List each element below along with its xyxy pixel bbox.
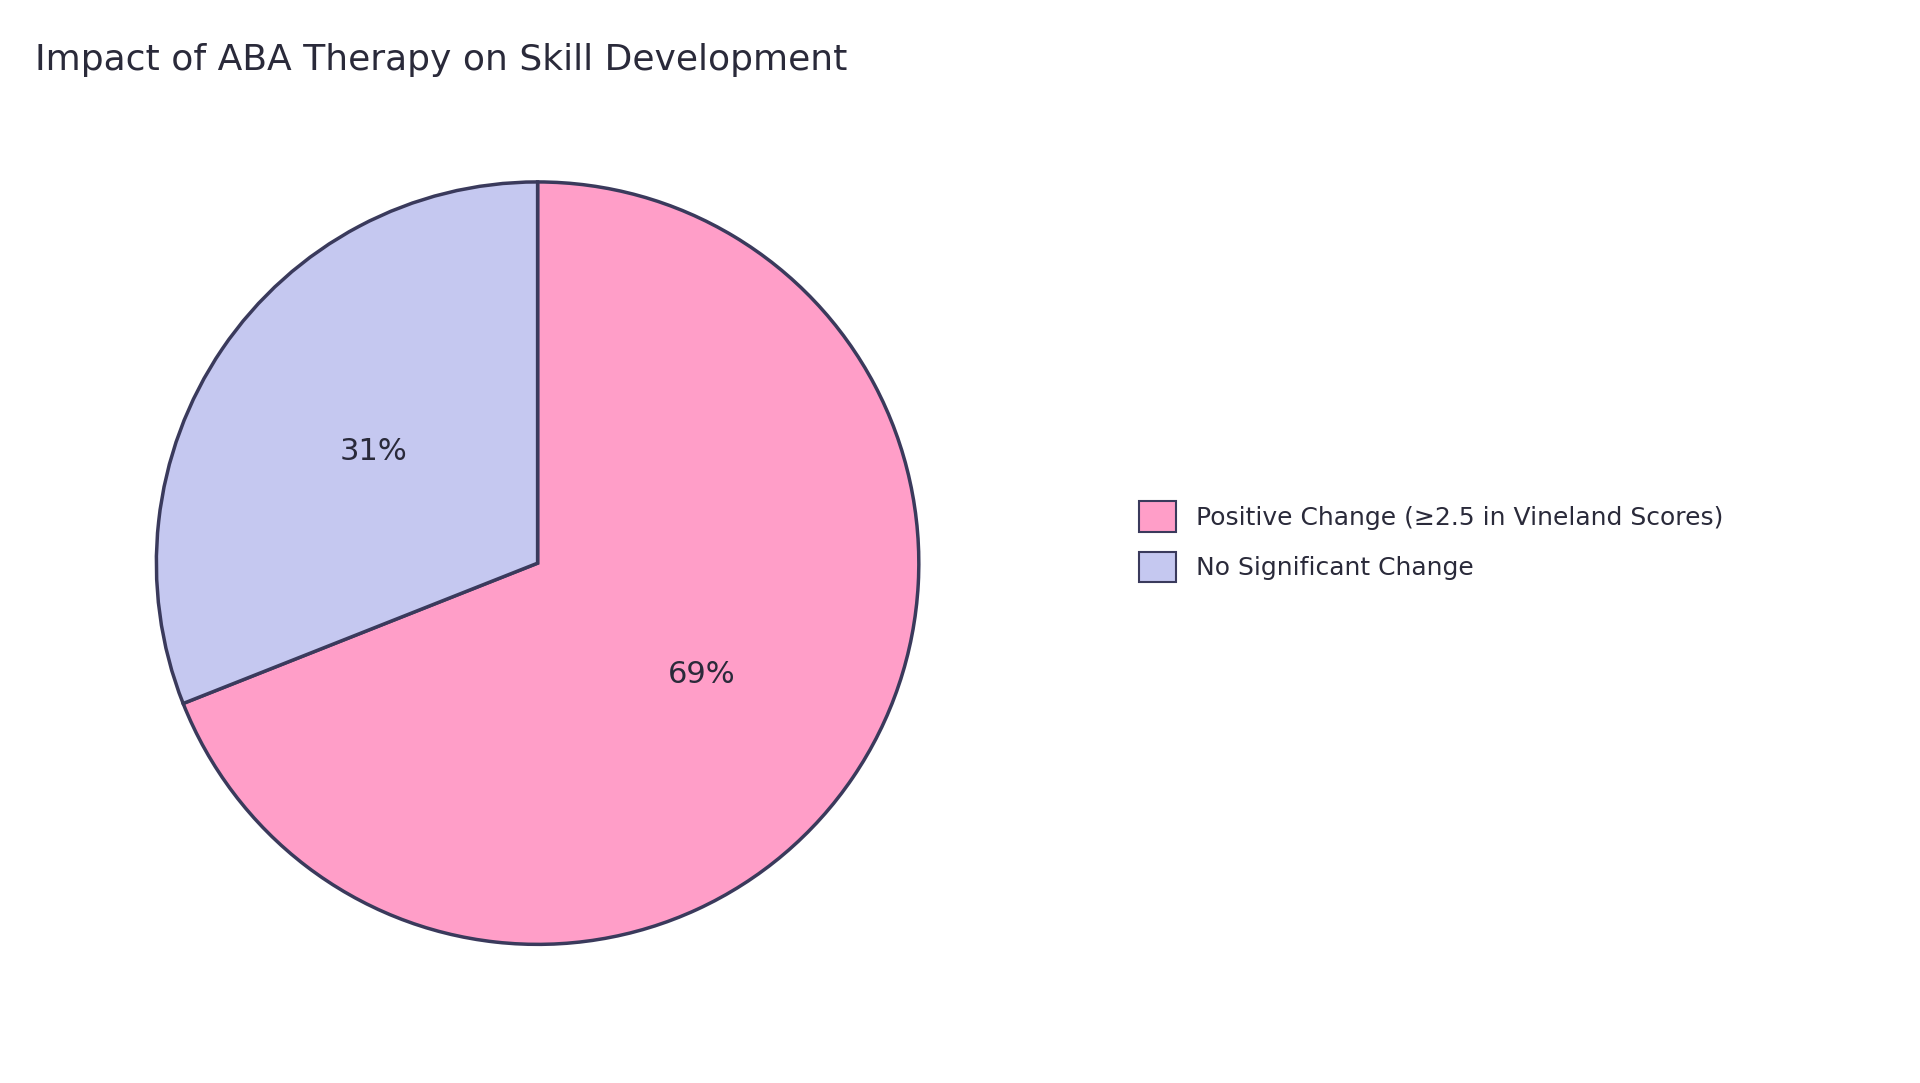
- Text: Impact of ABA Therapy on Skill Development: Impact of ABA Therapy on Skill Developme…: [35, 43, 847, 77]
- Text: 31%: 31%: [340, 438, 407, 467]
- Text: 69%: 69%: [668, 660, 735, 689]
- Wedge shape: [182, 182, 920, 944]
- Wedge shape: [156, 182, 538, 704]
- Legend: Positive Change (≥2.5 in Vineland Scores), No Significant Change: Positive Change (≥2.5 in Vineland Scores…: [1127, 488, 1736, 595]
